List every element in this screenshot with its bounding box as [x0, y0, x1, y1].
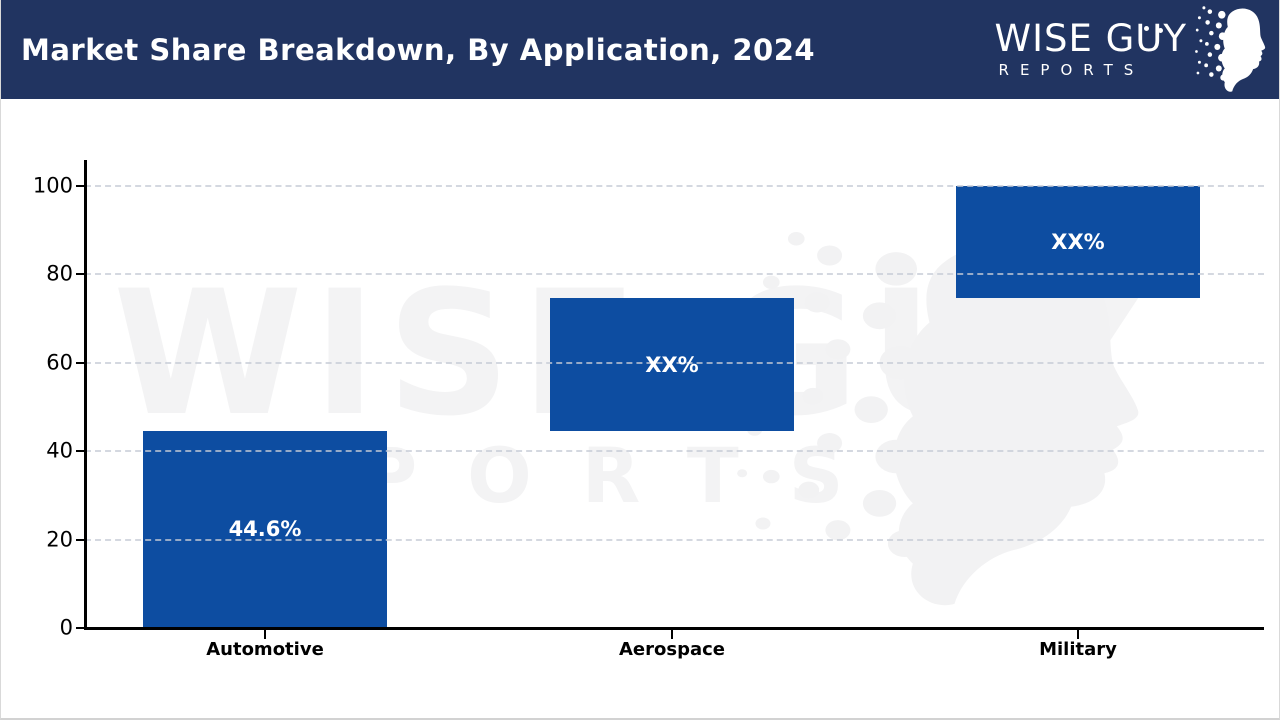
x-category-label: Military — [1039, 639, 1117, 660]
y-tick — [76, 185, 85, 187]
gridline — [85, 450, 1264, 453]
y-axis-spine — [84, 160, 87, 630]
y-tick — [76, 273, 85, 276]
y-tick — [76, 627, 85, 629]
y-tick-label: 60 — [46, 350, 73, 375]
x-axis-spine — [84, 627, 1264, 630]
wise-guy-face-watermark-icon — [728, 232, 1139, 606]
logo-umlaut-dot — [1158, 28, 1163, 33]
y-tick — [76, 361, 85, 364]
bar-value-label: 44.6% — [228, 517, 302, 542]
x-tick — [1077, 630, 1079, 639]
bar-automotive — [143, 430, 387, 628]
y-tick — [76, 450, 85, 453]
gridline — [85, 361, 1264, 364]
y-tick — [76, 538, 85, 541]
y-tick-label: 0 — [59, 615, 73, 640]
gridline — [85, 538, 1264, 541]
y-tick-label: 100 — [32, 173, 73, 198]
logo-text: WISE GUY REPORTS — [994, 16, 1187, 80]
gridline — [85, 273, 1264, 276]
bar-value-label: XX% — [645, 352, 699, 377]
logo-wiseguy-label: WISE GUY — [994, 16, 1187, 60]
y-tick-label: 20 — [46, 527, 73, 552]
logo-reports-label: REPORTS — [998, 61, 1145, 80]
bar-aerospace — [550, 298, 794, 431]
x-tick — [264, 630, 266, 639]
y-tick-label: 40 — [46, 438, 73, 463]
header-bar: Market Share Breakdown, By Application, … — [1, 0, 1279, 99]
bar-value-label: XX% — [1051, 230, 1105, 255]
logo-umlaut-dot — [1144, 26, 1149, 31]
bar-military — [956, 186, 1200, 299]
wise-guy-logo: WISE GUY REPORTS — [995, 2, 1271, 97]
wise-guy-face-icon — [1195, 5, 1266, 92]
x-category-label: Aerospace — [618, 639, 726, 660]
x-tick — [671, 630, 673, 639]
chart-title: Market Share Breakdown, By Application, … — [21, 32, 816, 67]
gridline — [85, 185, 1264, 187]
x-category-label: Automotive — [206, 639, 324, 660]
y-tick-label: 80 — [46, 261, 73, 286]
